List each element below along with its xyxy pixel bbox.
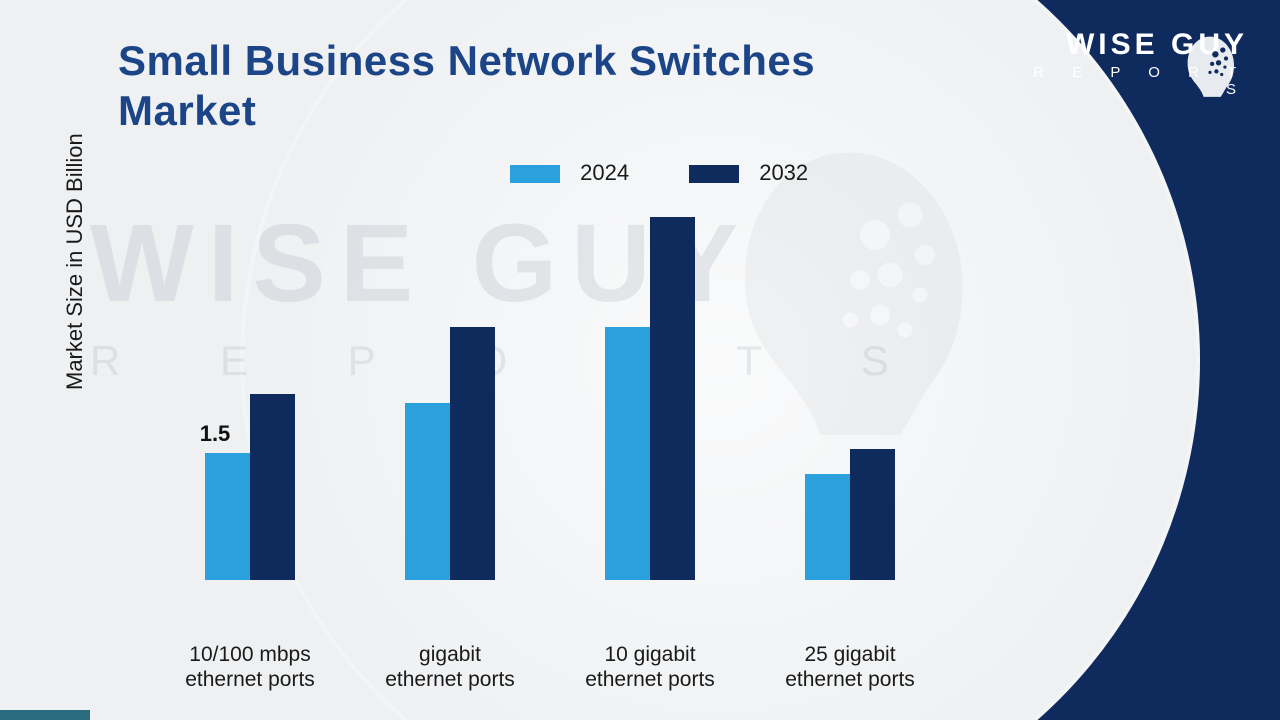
bar-2024: [805, 474, 850, 580]
x-axis-label: 25 gigabit ethernet ports: [780, 642, 920, 692]
chart-title: Small Business Network Switches Market: [118, 36, 838, 135]
bar-value-label: 1.5: [190, 421, 240, 447]
bottom-accent-strip: [0, 710, 90, 720]
bar-2032: [450, 327, 495, 580]
y-axis-label: Market Size in USD Billion: [62, 133, 88, 390]
bar-group: gigabit ethernet ports: [390, 327, 510, 580]
bar-group: 10 gigabit ethernet ports: [590, 217, 710, 580]
bar-2032: [650, 217, 695, 580]
legend: 2024 2032: [510, 160, 808, 186]
chart-canvas: WISE GUY R E P O R T S Small Business Ne…: [0, 0, 1280, 720]
bar-2024: [205, 453, 250, 580]
bar-2024: [405, 403, 450, 580]
plot-area: 10/100 mbps ethernet ports1.5 gigabit eth…: [150, 200, 920, 580]
legend-swatch-2024: [510, 165, 560, 183]
bar-group: 10/100 mbps ethernet ports1.5: [190, 394, 310, 580]
x-axis-label: 10 gigabit ethernet ports: [580, 642, 720, 692]
legend-swatch-2032: [689, 165, 739, 183]
brand-head-icon: [1182, 34, 1238, 98]
brand-logo: WISE GUY R E P O R T S: [998, 28, 1248, 98]
bar-2032: [250, 394, 295, 580]
legend-item-2032: 2032: [689, 160, 808, 186]
bar-chart: Market Size in USD Billion 2024 2032 10/…: [90, 160, 920, 700]
legend-item-2024: 2024: [510, 160, 629, 186]
legend-label-2032: 2032: [759, 160, 808, 185]
bar-group: 25 gigabit ethernet ports: [790, 449, 910, 580]
x-axis-label: 10/100 mbps ethernet ports: [180, 642, 320, 692]
x-axis-label: gigabit ethernet ports: [380, 642, 520, 692]
bar-2024: [605, 327, 650, 580]
right-brand-panel: [960, 0, 1280, 720]
legend-label-2024: 2024: [580, 160, 629, 185]
bar-2032: [850, 449, 895, 580]
